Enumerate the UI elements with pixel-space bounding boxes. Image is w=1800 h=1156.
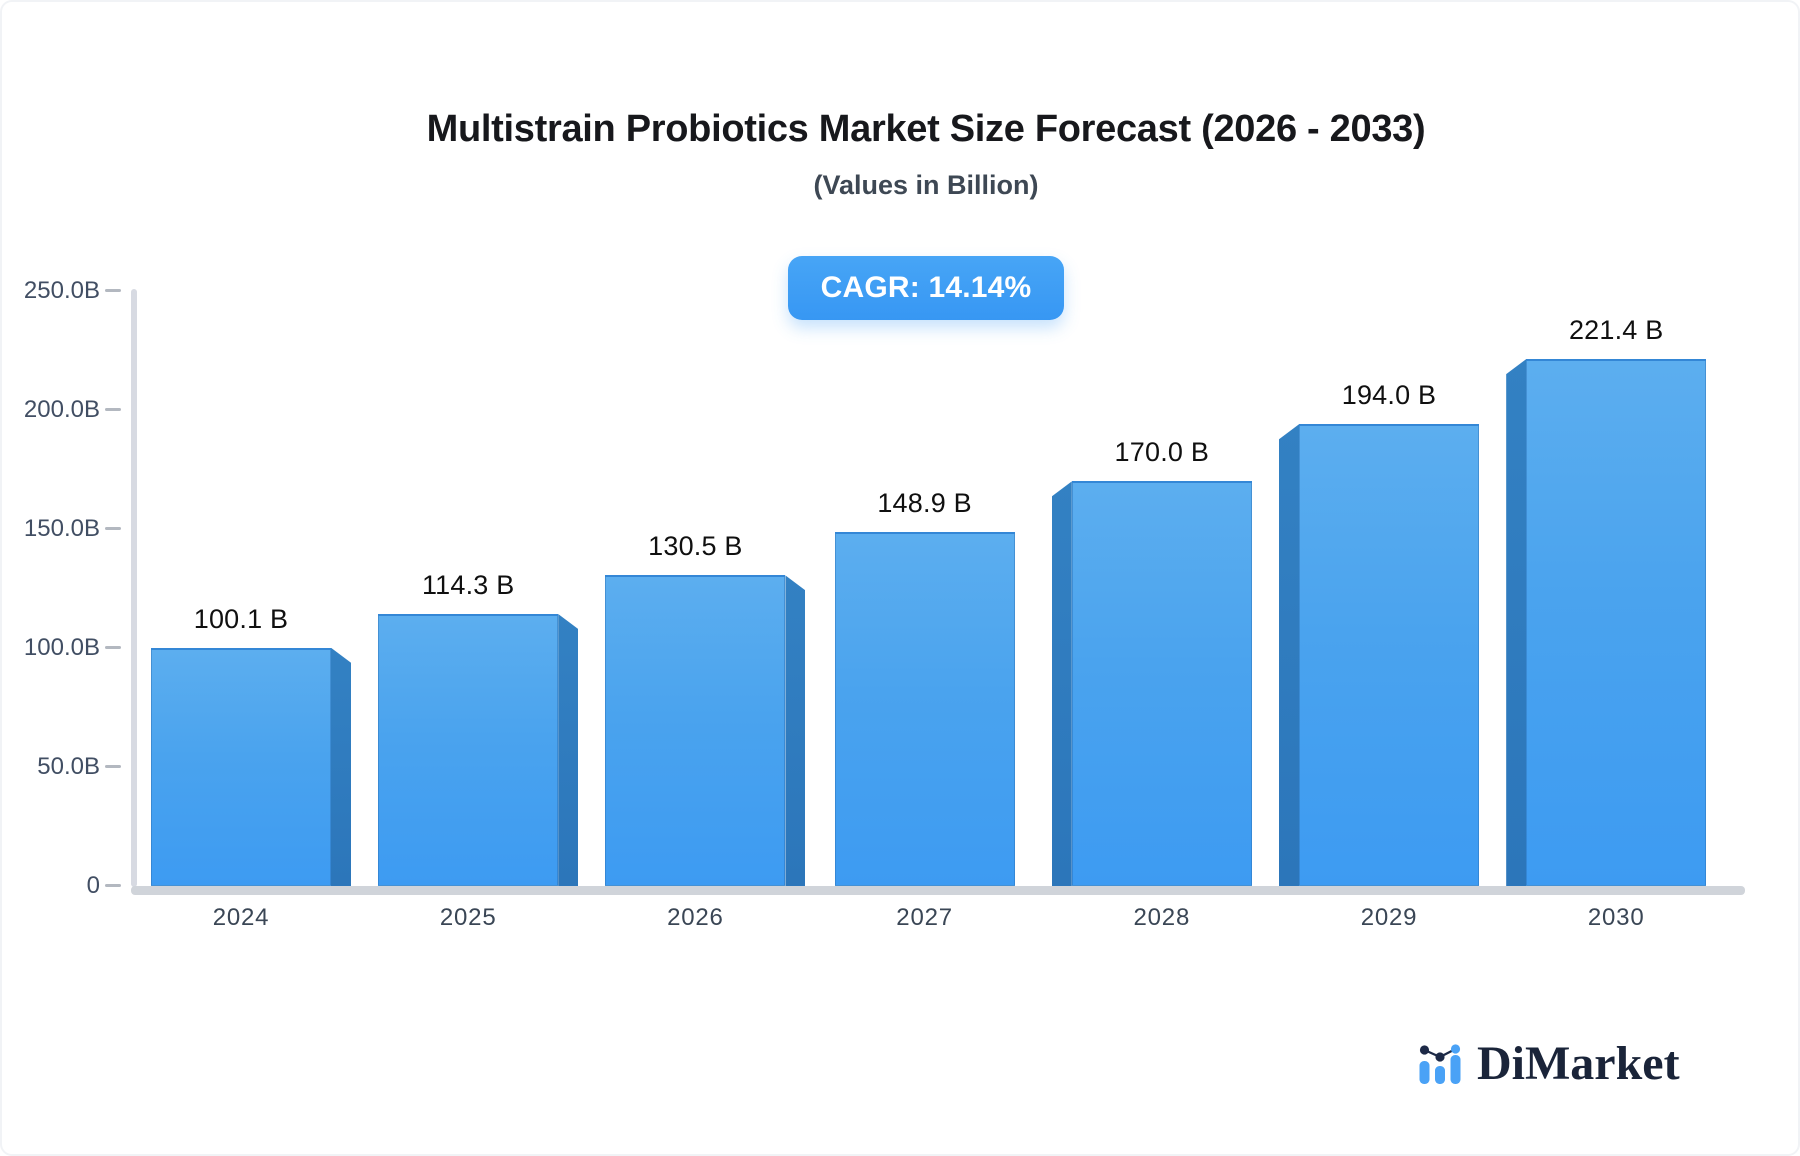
bar-2030	[1526, 359, 1707, 886]
y-axis-line	[131, 289, 137, 887]
y-axis-label-50: 50.0B	[37, 753, 100, 780]
y-axis-label-250: 250.0B	[23, 277, 100, 304]
chart-title: Multistrain Probiotics Market Size Forec…	[426, 108, 1426, 150]
bar-side-2030	[1506, 359, 1527, 886]
cagr-badge-label: CAGR: 14.14%	[820, 271, 1032, 304]
x-axis-label-2026: 2026	[667, 904, 724, 931]
y-axis-tick-0	[105, 884, 121, 887]
y-axis-label-100: 100.0B	[23, 634, 100, 661]
bar-value-label-2028: 170.0 B	[1114, 437, 1210, 468]
bar-side-2024	[331, 647, 351, 886]
bar-value-label-2025: 114.3 B	[421, 569, 515, 600]
bar-side-2029	[1279, 424, 1299, 886]
chart-subtitle: (Values in Billion)	[813, 170, 1039, 200]
bar-value-label-2029: 194.0 B	[1341, 380, 1437, 411]
bar-side-2026	[785, 575, 806, 886]
y-axis-tick-150	[105, 527, 121, 530]
y-axis-label-150: 150.0B	[23, 515, 100, 542]
bar-value-label-2030: 221.4 B	[1568, 315, 1664, 346]
brand-name: DiMarket	[1477, 1037, 1680, 1090]
brand-logo: DiMarket	[1418, 1040, 1680, 1088]
y-axis-tick-100	[105, 646, 121, 649]
y-axis-label-0: 0	[86, 872, 100, 899]
x-axis-line	[131, 886, 1745, 895]
x-axis-label-2030: 2030	[1587, 904, 1645, 931]
x-axis-label-2028: 2028	[1133, 904, 1191, 931]
bar-2027	[834, 531, 1015, 886]
x-axis-label-2029: 2029	[1360, 904, 1418, 931]
bar-chart-icon	[1419, 1044, 1461, 1084]
y-axis-label-200: 200.0B	[23, 396, 100, 423]
y-axis-tick-250	[105, 289, 121, 292]
bar-value-label-2026: 130.5 B	[648, 531, 743, 562]
bar-value-label-2024: 100.1 B	[193, 603, 289, 634]
bar-value-label-2027: 148.9 B	[877, 487, 972, 518]
bar-2024	[151, 647, 331, 886]
bar-2025	[378, 613, 559, 886]
y-axis-tick-200	[105, 408, 121, 411]
x-axis-label-2024: 2024	[212, 904, 270, 931]
bar-side-2025	[558, 613, 579, 886]
bar-side-2028	[1051, 481, 1072, 886]
x-axis-label-2025: 2025	[439, 904, 497, 931]
bar-2029	[1299, 424, 1479, 886]
x-axis-label-2027: 2027	[896, 904, 953, 931]
y-axis-tick-50	[105, 765, 121, 768]
cagr-badge: CAGR: 14.14%	[788, 256, 1064, 320]
bar-2026	[605, 575, 786, 886]
bar-2028	[1071, 481, 1252, 886]
